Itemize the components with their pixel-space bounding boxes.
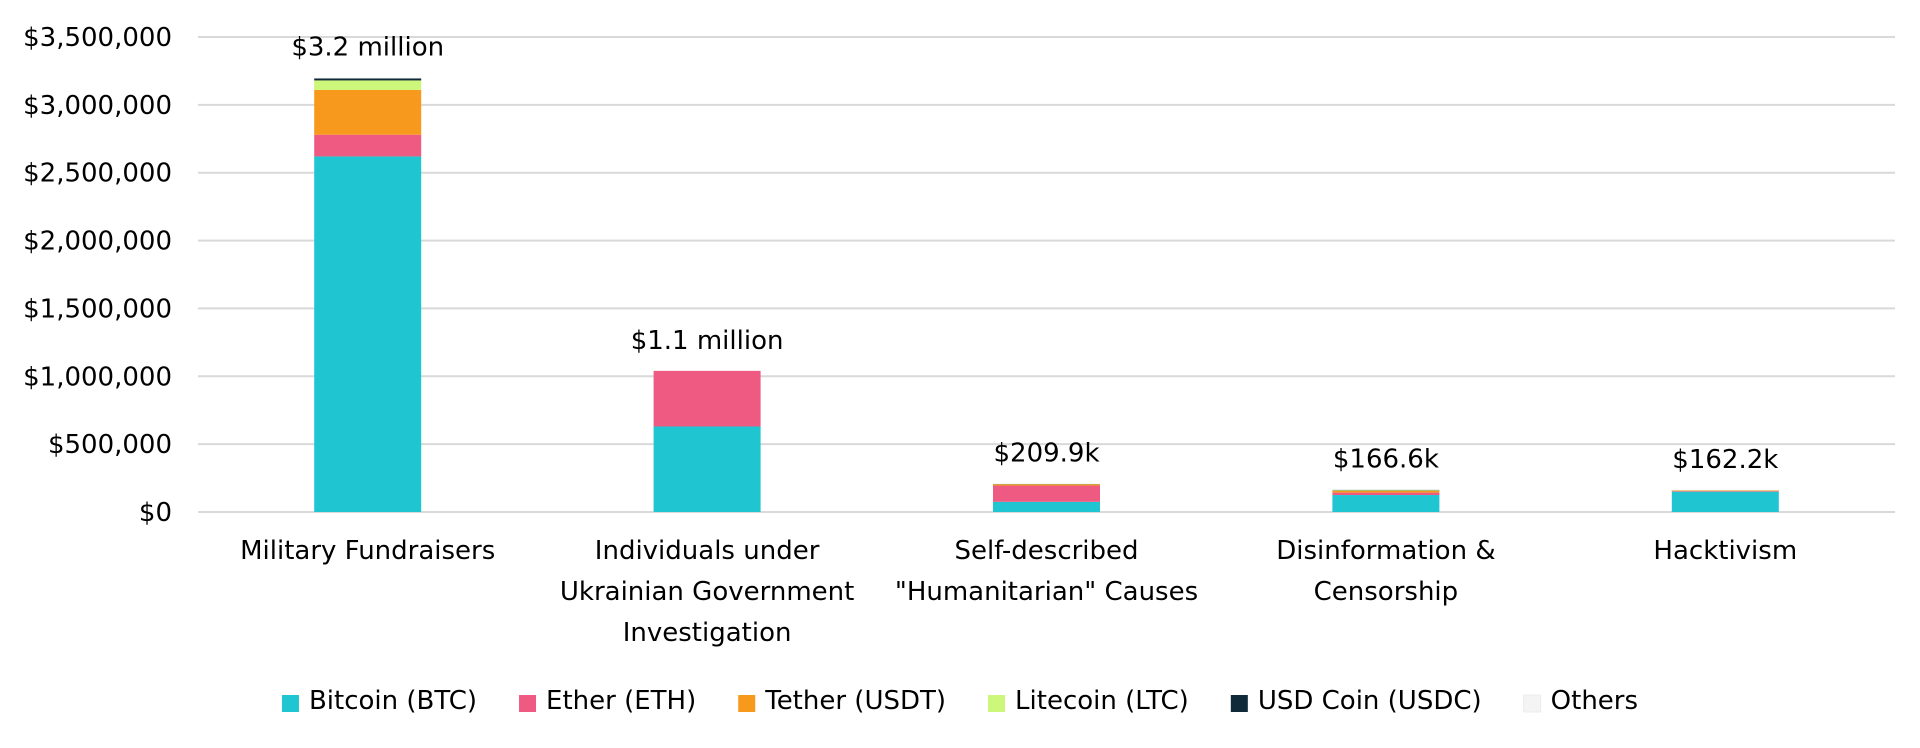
bars — [314, 77, 1779, 512]
gridlines — [198, 36, 1895, 513]
bar-segment — [314, 77, 422, 79]
legend: Bitcoin (BTC) Ether (ETH) Tether (USDT) Lit… — [281, 686, 1638, 716]
x-tick-label: Disinformation & — [1276, 536, 1495, 566]
legend-item: Bitcoin (BTC) — [281, 686, 477, 716]
total-label: $1.1 million — [631, 326, 784, 356]
legend-swatch — [738, 695, 756, 712]
total-label: $209.9k — [993, 439, 1099, 469]
total-labels: $3.2 million $1.1 million $209.9k $166.6k $1… — [291, 33, 1778, 475]
bar-segment — [993, 483, 1100, 485]
bar-segment — [1332, 490, 1440, 493]
bar-segment — [993, 485, 1100, 502]
bar-segment — [1332, 495, 1440, 512]
legend-swatch — [1523, 694, 1542, 713]
bar-segment — [314, 80, 422, 90]
total-label: $162.2k — [1672, 445, 1778, 475]
legend-label: Others — [1551, 686, 1638, 716]
x-tick-label: Individuals under — [595, 536, 820, 566]
y-tick-label: $1,500,000 — [23, 294, 172, 324]
bar-segment — [1332, 492, 1440, 496]
bar-segment — [1671, 491, 1779, 492]
legend-label: Litecoin (LTC) — [1015, 686, 1189, 716]
legend-swatch — [1230, 695, 1248, 712]
legend-swatch — [281, 695, 299, 712]
x-tick-label: "Humanitarian" Causes — [895, 577, 1198, 607]
bar-segment — [1671, 489, 1779, 491]
bar-segment — [1671, 490, 1779, 492]
legend-item: USD Coin (USDC) — [1230, 686, 1482, 716]
y-tick-label: $3,500,000 — [23, 23, 172, 53]
bar-segment — [993, 484, 1100, 486]
legend-label: USD Coin (USDC) — [1258, 686, 1482, 716]
y-tick-label: $1,000,000 — [23, 362, 172, 392]
bar-segment — [1671, 491, 1779, 512]
bar-segment — [314, 156, 422, 512]
bar-segment — [1332, 489, 1440, 490]
total-label: $166.6k — [1333, 444, 1439, 474]
bar-segment — [653, 426, 761, 512]
legend-item: Tether (USDT) — [738, 686, 946, 716]
y-axis: $0 $500,000 $1,000,000 $1,500,000 $2,000,000… — [23, 23, 172, 528]
y-tick-label: $2,000,000 — [23, 227, 172, 257]
legend-swatch — [988, 695, 1006, 712]
bar-segment — [314, 134, 422, 157]
x-axis: Military Fundraisers Individuals under Ukr… — [240, 536, 1797, 648]
x-tick-label: Self-described — [954, 536, 1138, 566]
legend-item: Others — [1523, 686, 1638, 716]
legend-swatch — [519, 695, 537, 712]
bar-segment — [1332, 490, 1440, 491]
legend-label: Bitcoin (BTC) — [309, 686, 477, 716]
bar-segment — [993, 501, 1100, 512]
x-tick-label: Ukrainian Government — [560, 577, 854, 607]
x-tick-label: Investigation — [623, 618, 792, 648]
y-tick-label: $500,000 — [48, 430, 172, 460]
legend-label: Tether (USDT) — [764, 686, 946, 716]
y-tick-label: $2,500,000 — [23, 159, 172, 189]
x-tick-label: Hacktivism — [1653, 536, 1797, 566]
legend-item: Ether (ETH) — [519, 686, 696, 716]
x-tick-label: Military Fundraisers — [240, 536, 495, 566]
bar-segment — [314, 78, 422, 81]
y-tick-label: $0 — [139, 498, 172, 528]
bar-segment — [653, 370, 761, 427]
bar-segment — [314, 89, 422, 135]
legend-item: Litecoin (LTC) — [988, 686, 1189, 716]
legend-label: Ether (ETH) — [546, 686, 696, 716]
bar-segment — [1332, 489, 1440, 491]
y-tick-label: $3,000,000 — [23, 91, 172, 121]
x-tick-label: Censorship — [1314, 577, 1459, 607]
total-label: $3.2 million — [291, 33, 444, 63]
